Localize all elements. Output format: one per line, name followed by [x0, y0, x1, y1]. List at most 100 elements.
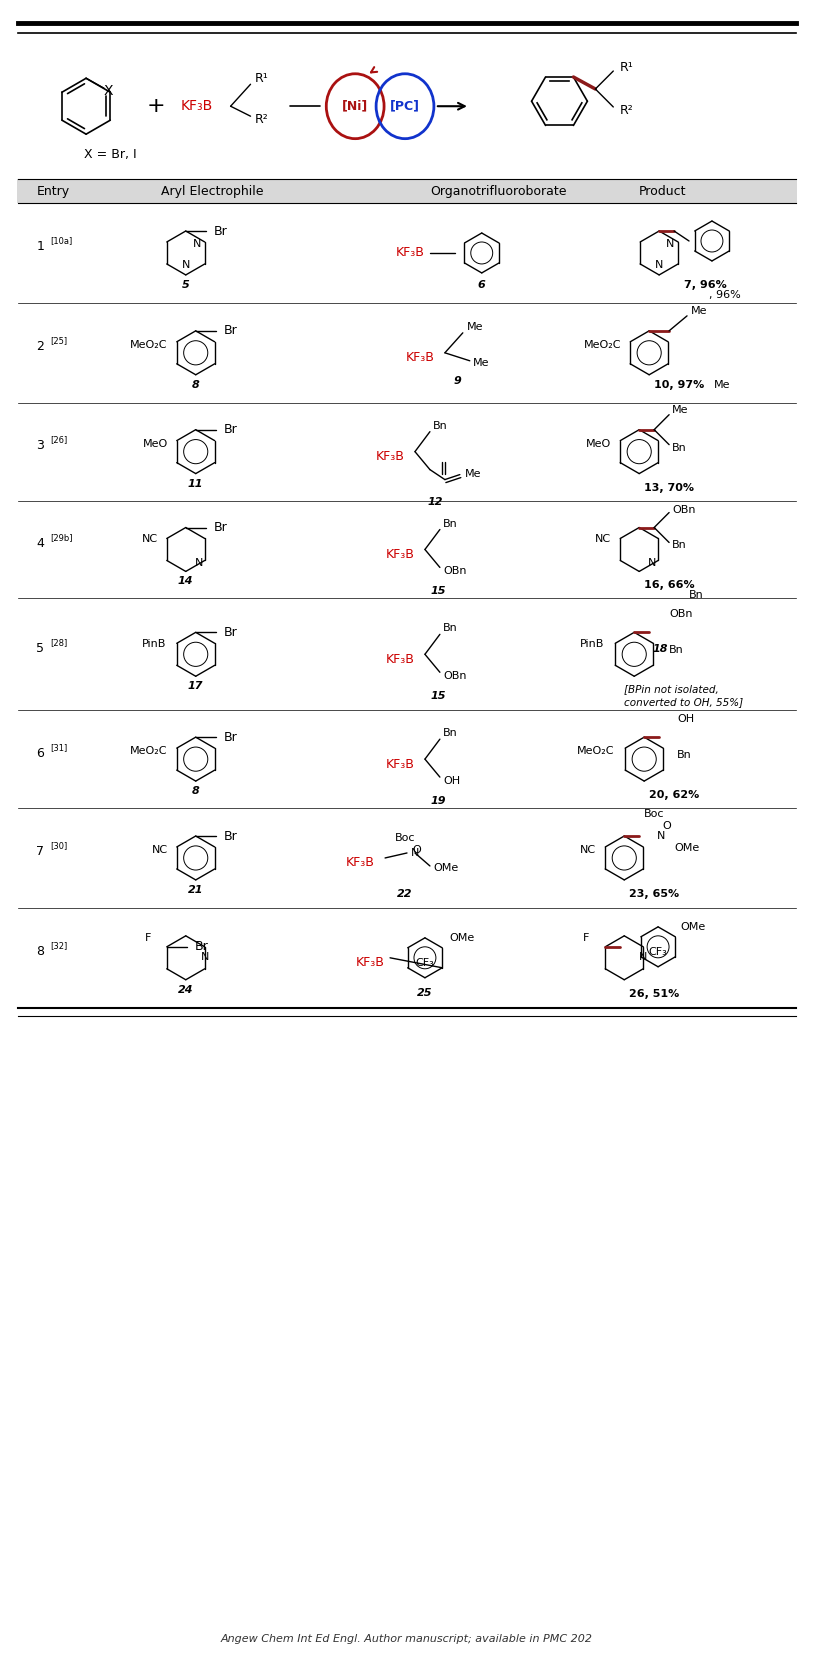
- Text: [26]: [26]: [50, 435, 68, 445]
- Text: [30]: [30]: [50, 841, 68, 851]
- Text: F: F: [583, 933, 589, 943]
- Text: OBn: OBn: [672, 505, 696, 515]
- Text: Br: Br: [224, 829, 238, 843]
- Text: Bn: Bn: [677, 751, 692, 761]
- Text: Me: Me: [466, 321, 484, 331]
- Text: OH: OH: [443, 776, 460, 786]
- Text: R¹: R¹: [255, 72, 269, 85]
- Text: [29b]: [29b]: [50, 533, 72, 542]
- Text: 5: 5: [37, 642, 44, 655]
- Text: O: O: [663, 821, 672, 831]
- Text: Me: Me: [672, 405, 689, 415]
- Text: N: N: [639, 951, 647, 961]
- Text: MeO: MeO: [586, 438, 611, 448]
- Text: N: N: [182, 259, 190, 269]
- Text: 10, 97%: 10, 97%: [654, 380, 704, 390]
- Text: X = Br, I: X = Br, I: [84, 147, 137, 161]
- Text: CF₃: CF₃: [649, 946, 667, 956]
- Text: Boc: Boc: [395, 833, 415, 843]
- Text: [PC]: [PC]: [390, 100, 420, 112]
- Text: 15: 15: [430, 691, 445, 701]
- Text: KF₃B: KF₃B: [396, 246, 425, 259]
- Text: KF₃B: KF₃B: [386, 652, 415, 665]
- Text: OBn: OBn: [669, 609, 693, 619]
- Text: Bn: Bn: [672, 540, 687, 550]
- Text: 25: 25: [418, 988, 433, 998]
- Text: 21: 21: [188, 884, 204, 895]
- Text: Me: Me: [691, 306, 707, 316]
- Text: , 96%: , 96%: [709, 289, 741, 299]
- Text: Entry: Entry: [37, 184, 69, 197]
- Text: N: N: [195, 558, 203, 568]
- Text: OBn: OBn: [443, 670, 466, 681]
- Text: Bn: Bn: [672, 443, 687, 453]
- Text: O: O: [413, 844, 422, 854]
- Text: Aryl Electrophile: Aryl Electrophile: [161, 184, 264, 197]
- Text: PinB: PinB: [580, 639, 604, 649]
- Text: +: +: [147, 97, 165, 117]
- Text: PinB: PinB: [142, 639, 166, 649]
- Text: 24: 24: [178, 985, 194, 995]
- Text: Me: Me: [473, 358, 489, 368]
- Text: 1: 1: [37, 241, 44, 254]
- Text: MeO₂C: MeO₂C: [584, 339, 621, 349]
- Text: [25]: [25]: [50, 336, 68, 346]
- Text: 22: 22: [397, 890, 413, 900]
- Text: converted to OH, 55%]: converted to OH, 55%]: [624, 697, 743, 707]
- Text: Bn: Bn: [443, 518, 457, 528]
- Text: 26, 51%: 26, 51%: [629, 988, 680, 998]
- Text: N: N: [200, 951, 209, 961]
- Text: [Ni]: [Ni]: [342, 100, 368, 112]
- Text: 8: 8: [192, 380, 199, 390]
- Text: 11: 11: [188, 478, 204, 488]
- Text: KF₃B: KF₃B: [406, 351, 435, 364]
- Text: F: F: [145, 933, 151, 943]
- Text: 17: 17: [188, 681, 204, 691]
- Text: MeO₂C: MeO₂C: [130, 339, 168, 349]
- Text: 12: 12: [427, 497, 443, 507]
- Text: R¹: R¹: [619, 60, 633, 74]
- Text: R²: R²: [255, 112, 269, 125]
- Text: OMe: OMe: [680, 921, 705, 931]
- Text: Me: Me: [465, 468, 481, 478]
- Text: 6: 6: [37, 747, 44, 759]
- Text: N: N: [657, 831, 665, 841]
- Text: 5: 5: [182, 279, 190, 289]
- Text: Br: Br: [213, 522, 227, 533]
- Text: Br: Br: [224, 324, 238, 338]
- Text: Br: Br: [195, 940, 208, 953]
- Text: NC: NC: [580, 844, 597, 854]
- Text: N: N: [666, 239, 674, 249]
- Text: CF₃: CF₃: [416, 958, 435, 968]
- Text: 6: 6: [478, 279, 486, 289]
- Text: 3: 3: [37, 440, 44, 451]
- Text: Bn: Bn: [443, 624, 457, 634]
- Text: 20, 62%: 20, 62%: [650, 791, 699, 801]
- Text: 8: 8: [37, 945, 44, 958]
- Text: Product: Product: [639, 184, 687, 197]
- Text: Bn: Bn: [433, 421, 448, 431]
- Text: 16, 66%: 16, 66%: [644, 580, 695, 590]
- Text: KF₃B: KF₃B: [386, 757, 415, 771]
- Text: 7: 7: [37, 846, 44, 858]
- Text: [31]: [31]: [50, 742, 68, 752]
- Text: N: N: [192, 239, 201, 249]
- Text: Organotrifluoroborate: Organotrifluoroborate: [430, 184, 567, 197]
- Text: MeO₂C: MeO₂C: [130, 746, 168, 756]
- Text: OMe: OMe: [674, 843, 699, 853]
- Text: NC: NC: [151, 844, 168, 854]
- Text: MeO: MeO: [142, 438, 168, 448]
- Text: Br: Br: [224, 625, 238, 639]
- Text: 14: 14: [178, 577, 194, 587]
- Text: Angew Chem Int Ed Engl. Author manuscript; available in PMC 202: Angew Chem Int Ed Engl. Author manuscrip…: [221, 1634, 593, 1644]
- Text: 4: 4: [37, 537, 44, 550]
- Text: KF₃B: KF₃B: [386, 548, 415, 562]
- Text: Br: Br: [224, 423, 238, 436]
- Text: NC: NC: [595, 535, 611, 545]
- Text: KF₃B: KF₃B: [357, 956, 385, 970]
- Text: MeO₂C: MeO₂C: [577, 746, 615, 756]
- Text: 2: 2: [37, 341, 44, 353]
- Text: 9: 9: [454, 376, 462, 386]
- Text: [28]: [28]: [50, 637, 68, 647]
- Text: 18: 18: [652, 644, 667, 654]
